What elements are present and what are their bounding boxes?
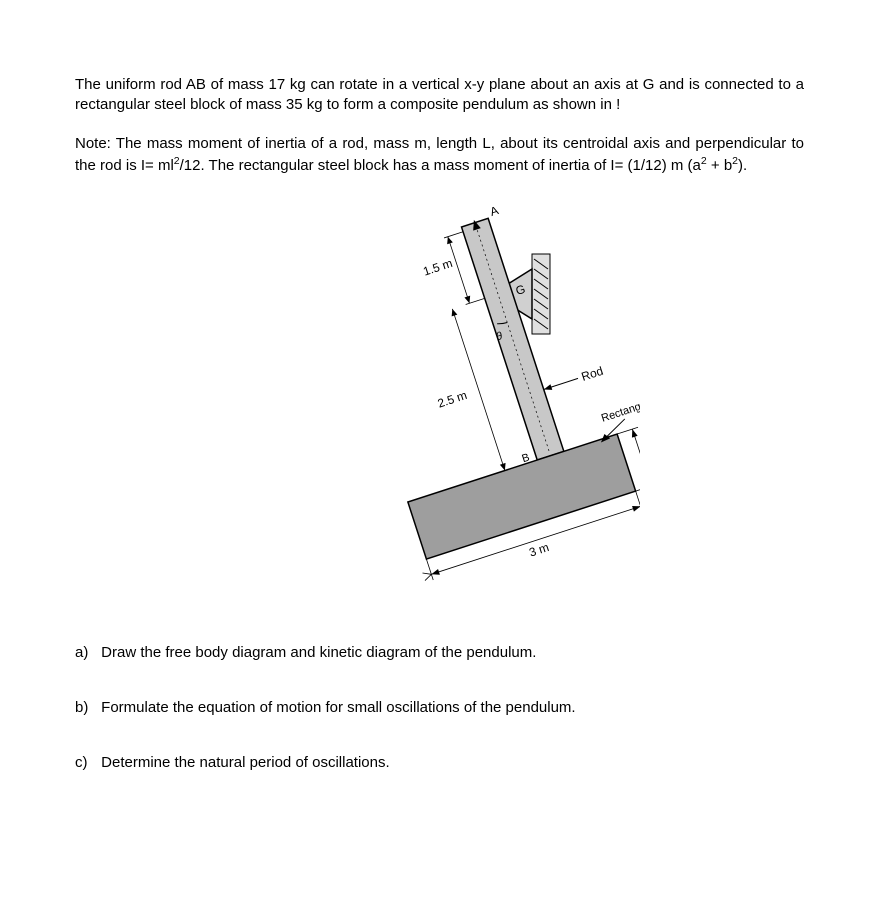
dim-block-len-label: 3 m (527, 540, 550, 560)
rod-callout: Rod (541, 364, 604, 396)
note-text-2: /12. The rectangular steel block has a m… (180, 157, 701, 174)
rotating-assembly: A G B θ 1.5 m (320, 194, 639, 593)
question-a-label: a) (75, 644, 97, 661)
question-b-label: b) (75, 699, 97, 716)
dim-rod-label: 2.5 m (435, 388, 468, 411)
paragraph-note: Note: The mass moment of inertia of a ro… (75, 134, 804, 177)
label-B: B (520, 452, 531, 466)
label-A: A (488, 203, 500, 219)
question-c: c) Determine the natural period of oscil… (75, 754, 804, 771)
note-text-3: + b (707, 157, 732, 174)
question-c-text: Determine the natural period of oscillat… (101, 754, 390, 771)
pendulum-diagram: A G B θ 1.5 m (240, 194, 640, 614)
paragraph-intro: The uniform rod AB of mass 17 kg can rot… (75, 75, 804, 116)
page: The uniform rod AB of mass 17 kg can rot… (0, 0, 879, 916)
question-b: b) Formulate the equation of motion for … (75, 699, 804, 716)
dim-top-label: 1.5 m (421, 256, 454, 279)
question-a-text: Draw the free body diagram and kinetic d… (101, 644, 536, 661)
question-a: a) Draw the free body diagram and kineti… (75, 644, 804, 661)
wall (532, 254, 550, 334)
question-b-text: Formulate the equation of motion for sma… (101, 699, 575, 716)
note-text-4: ). (738, 157, 747, 174)
questions-block: a) Draw the free body diagram and kineti… (75, 644, 804, 771)
svg-text:Rectangular steel block: Rectangular steel block (599, 378, 639, 425)
question-c-label: c) (75, 754, 97, 771)
svg-text:Rod: Rod (579, 364, 604, 384)
figure-container: A G B θ 1.5 m (75, 194, 804, 614)
